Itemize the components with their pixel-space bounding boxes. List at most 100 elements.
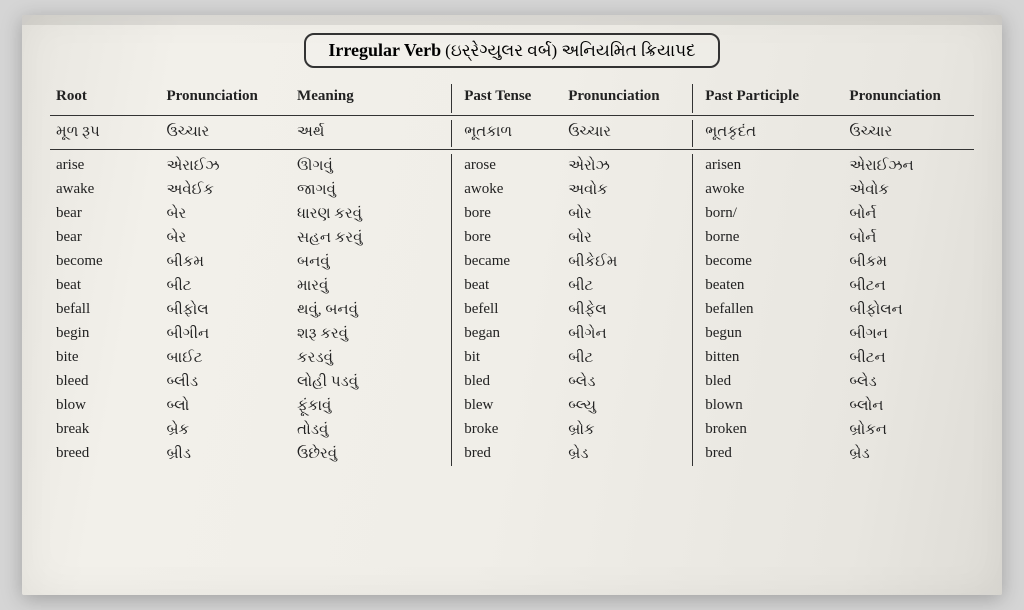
cell-p2: બ્લ્યુ xyxy=(562,394,693,418)
cell-past: bred xyxy=(452,442,562,466)
cell-past: bled xyxy=(452,370,562,394)
cell-mean: લોહી પડવું xyxy=(291,370,452,394)
cell-root: become xyxy=(50,250,160,274)
col-p1-gu: ઉચ્ચાર xyxy=(160,120,291,147)
col-p1-en: Pronun­ciation xyxy=(160,84,291,113)
cell-p2: બોર xyxy=(562,226,693,250)
col-root-en: Root xyxy=(50,84,160,113)
table-row: beatબીટમારવુંbeatબીટbeatenબીટન xyxy=(50,274,974,298)
title-wrap: Irregular Verb (ઇર્‌રેગ્યુલર વર્બ) અનિયમ… xyxy=(50,33,974,68)
header-rule xyxy=(50,113,974,120)
col-past-gu: ભૂતકાળ xyxy=(452,120,562,147)
cell-mean: કરડવું xyxy=(291,346,452,370)
cell-p3: બ્લોન xyxy=(843,394,974,418)
cell-pp: beaten xyxy=(693,274,844,298)
cell-p1: બેર xyxy=(160,202,291,226)
cell-past: beat xyxy=(452,274,562,298)
cell-p1: બેર xyxy=(160,226,291,250)
cell-past: befell xyxy=(452,298,562,322)
cell-pp: begun xyxy=(693,322,844,346)
table-row: awakeઅવેઈકજાગવુંawokeઅવોકawokeએવોક xyxy=(50,178,974,202)
cell-root: blow xyxy=(50,394,160,418)
cell-p1: બ્રીડ xyxy=(160,442,291,466)
cell-mean: જાગવું xyxy=(291,178,452,202)
cell-p3: બોર્ન xyxy=(843,202,974,226)
table-row: breedબ્રીડઉછેરવુંbredબ્રેડbredબ્રેડ xyxy=(50,442,974,466)
cell-past: began xyxy=(452,322,562,346)
cell-root: bite xyxy=(50,346,160,370)
col-p3-gu: ઉચ્ચાર xyxy=(843,120,974,147)
cell-mean: શરૂ કરવું xyxy=(291,322,452,346)
cell-pp: borne xyxy=(693,226,844,250)
col-root-gu: મૂળ રૂપ xyxy=(50,120,160,147)
cell-p1: એરાઈઝ xyxy=(160,154,291,178)
cell-pp: become xyxy=(693,250,844,274)
cell-root: arise xyxy=(50,154,160,178)
cell-past: blew xyxy=(452,394,562,418)
table-row: bearબેરધારણ કરવુંboreબોરborn/બોર્ન xyxy=(50,202,974,226)
cell-root: bleed xyxy=(50,370,160,394)
cell-pp: arisen xyxy=(693,154,844,178)
table-row: blowબ્લોફૂંકાવુંblewબ્લ્યુblownબ્લોન xyxy=(50,394,974,418)
cell-pp: bitten xyxy=(693,346,844,370)
verb-table-body: ariseએરાઈઝઊગવુંaroseએરોઝarisenએરાઈઝનawak… xyxy=(50,154,974,466)
cell-p1: બીફોલ xyxy=(160,298,291,322)
cell-p2: અવોક xyxy=(562,178,693,202)
table-row: biteબાઈટકરડવુંbitબીટbittenબીટન xyxy=(50,346,974,370)
cell-mean: ધારણ કરવું xyxy=(291,202,452,226)
table-row: breakબ્રેકતોડવુંbrokeબ્રોકbrokenબ્રોકન xyxy=(50,418,974,442)
verb-table: Root Pronun­ciation Meaning Past Tense P… xyxy=(50,84,974,466)
cell-mean: તોડવું xyxy=(291,418,452,442)
cell-mean: ઉછેરવું xyxy=(291,442,452,466)
cell-p2: બીગેન xyxy=(562,322,693,346)
cell-p3: એરાઈઝન xyxy=(843,154,974,178)
table-header-gu: મૂળ રૂપ ઉચ્ચાર અર્થ ભૂતકાળ ઉચ્ચાર ભૂતકૃદ… xyxy=(50,120,974,147)
cell-mean: સહન કરવું xyxy=(291,226,452,250)
cell-p1: બીકમ xyxy=(160,250,291,274)
cell-p3: એવોક xyxy=(843,178,974,202)
cell-p2: બ્રોક xyxy=(562,418,693,442)
cell-root: bear xyxy=(50,226,160,250)
page-title-box: Irregular Verb (ઇર્‌રેગ્યુલર વર્બ) અનિયમ… xyxy=(304,33,719,68)
cell-pp: broken xyxy=(693,418,844,442)
cell-p3: બીટન xyxy=(843,346,974,370)
cell-past: awoke xyxy=(452,178,562,202)
col-meaning-gu: અર્થ xyxy=(291,120,452,147)
col-p3-en: Pronun­ciation xyxy=(843,84,974,113)
cell-pp: befallen xyxy=(693,298,844,322)
table-row: bearબેરસહન કરવુંboreબોરborneબોર્ન xyxy=(50,226,974,250)
cell-pp: bred xyxy=(693,442,844,466)
cell-p3: બોર્ન xyxy=(843,226,974,250)
cell-pp: blown xyxy=(693,394,844,418)
cell-p3: બીફોલન xyxy=(843,298,974,322)
cell-p1: બ્રેક xyxy=(160,418,291,442)
col-past-en: Past Tense xyxy=(452,84,562,113)
cell-root: break xyxy=(50,418,160,442)
cell-past: bore xyxy=(452,226,562,250)
cell-p2: એરોઝ xyxy=(562,154,693,178)
cell-p1: બ્લો xyxy=(160,394,291,418)
col-pp-gu: ભૂતકૃદંત xyxy=(693,120,844,147)
header-rule-2 xyxy=(50,147,974,154)
col-pp-en: Past Participle xyxy=(693,84,844,113)
table-row: ariseએરાઈઝઊગવુંaroseએરોઝarisenએરાઈઝન xyxy=(50,154,974,178)
cell-root: begin xyxy=(50,322,160,346)
table-row: bleedબ્લીડલોહી પડવુંbledબ્લેડbledબ્લેડ xyxy=(50,370,974,394)
book-page: Irregular Verb (ઇર્‌રેગ્યુલર વર્બ) અનિયમ… xyxy=(22,15,1002,595)
cell-mean: ઊગવું xyxy=(291,154,452,178)
cell-p2: બોર xyxy=(562,202,693,226)
cell-p1: બીગીન xyxy=(160,322,291,346)
cell-p3: બીટન xyxy=(843,274,974,298)
cell-p3: બીગન xyxy=(843,322,974,346)
cell-p2: બીટ xyxy=(562,274,693,298)
cell-p1: બાઈટ xyxy=(160,346,291,370)
cell-root: beat xyxy=(50,274,160,298)
cell-root: breed xyxy=(50,442,160,466)
table-row: becomeબીકમબનવુંbecameબીકેઈમbecomeબીકમ xyxy=(50,250,974,274)
table-header-en: Root Pronun­ciation Meaning Past Tense P… xyxy=(50,84,974,113)
cell-p1: અવેઈક xyxy=(160,178,291,202)
cell-p3: બ્લેડ xyxy=(843,370,974,394)
cell-p2: બ્રેડ xyxy=(562,442,693,466)
title-en: Irregular Verb xyxy=(328,40,441,60)
cell-root: befall xyxy=(50,298,160,322)
